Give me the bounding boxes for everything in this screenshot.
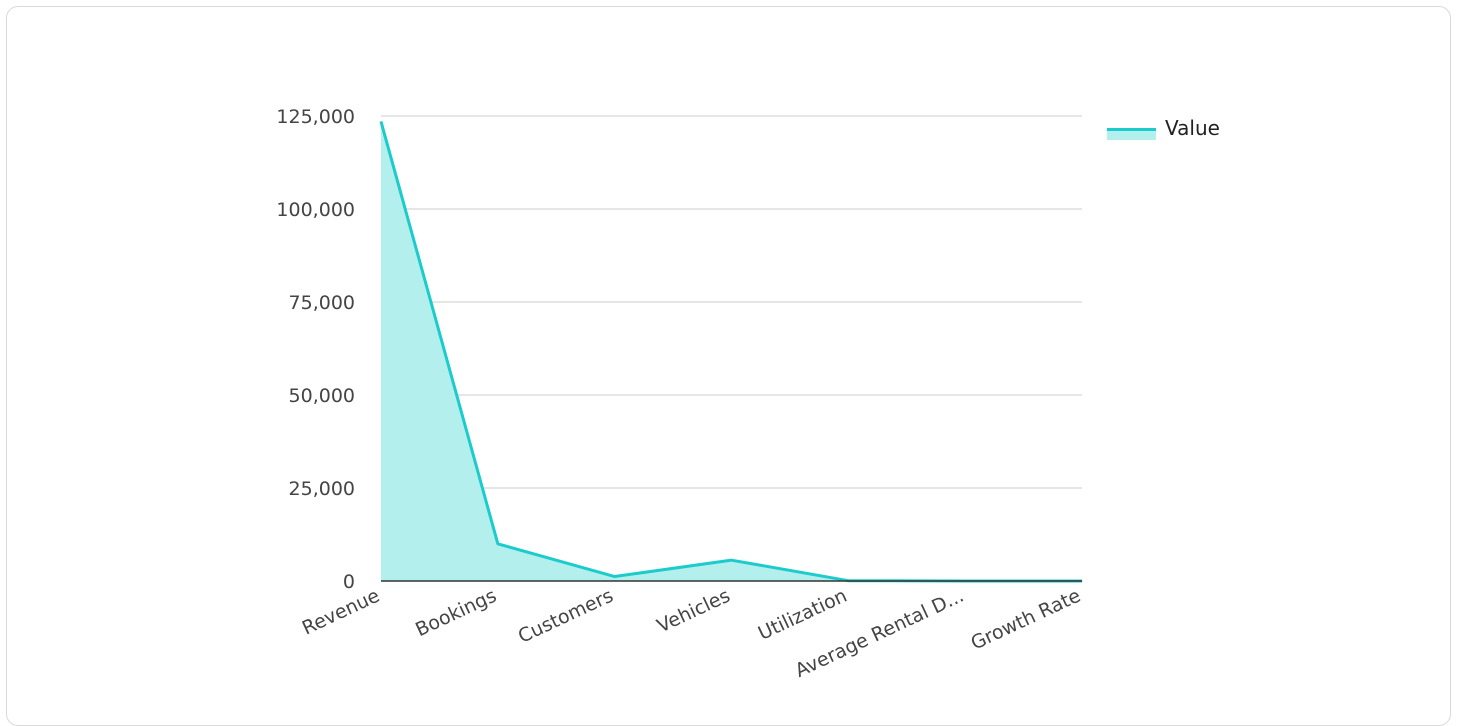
y-tick-label: 25,000 bbox=[289, 478, 355, 500]
legend-label[interactable]: Value bbox=[1165, 116, 1220, 140]
x-tick-label: Customers bbox=[515, 585, 617, 648]
series-area-fill bbox=[381, 121, 1082, 581]
x-tick-label: Utilization bbox=[755, 585, 851, 645]
y-tick-label: 50,000 bbox=[289, 385, 355, 407]
grid-lines bbox=[381, 115, 1082, 489]
y-tick-label: 125,000 bbox=[276, 106, 355, 128]
x-tick-label: Growth Rate bbox=[968, 585, 1085, 655]
x-tick-label: Vehicles bbox=[654, 585, 734, 638]
x-tick-label: Bookings bbox=[412, 585, 500, 642]
x-axis-ticks: Revenue Bookings Customers Vehicles Utilizat… bbox=[299, 585, 1084, 682]
y-axis-ticks: 0 25,000 50,000 75,000 100,000 125,000 bbox=[276, 106, 355, 593]
data-point[interactable] bbox=[380, 121, 382, 123]
data-point[interactable] bbox=[731, 559, 732, 561]
series-area bbox=[379, 121, 1083, 583]
data-point[interactable] bbox=[497, 543, 499, 545]
y-tick-label: 0 bbox=[343, 571, 355, 593]
x-tick-label: Revenue bbox=[299, 585, 383, 640]
data-point[interactable] bbox=[614, 576, 616, 578]
legend[interactable]: Value bbox=[1107, 116, 1220, 140]
chart-card bbox=[6, 6, 1451, 726]
y-tick-label: 100,000 bbox=[276, 199, 355, 221]
y-tick-label: 75,000 bbox=[289, 292, 355, 314]
area-chart: 0 25,000 50,000 75,000 100,000 125,000 Revenu… bbox=[276, 106, 1220, 682]
